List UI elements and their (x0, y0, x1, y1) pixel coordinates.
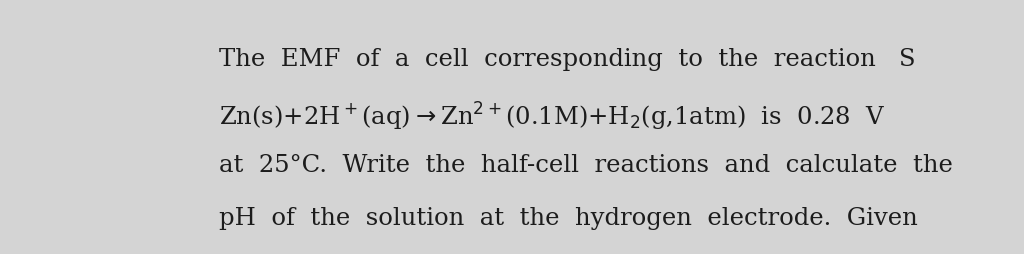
Text: at  25°C.  Write  the  half-cell  reactions  and  calculate  the: at 25°C. Write the half-cell reactions a… (219, 154, 953, 177)
Text: The  EMF  of  a  cell  corresponding  to  the  reaction   S: The EMF of a cell corresponding to the r… (219, 48, 915, 71)
Text: Zn(s)+2H$^+$(aq)$\rightarrow$Zn$^{2+}$(0.1M)+H$_2$(g,1atm)  is  0.28  V: Zn(s)+2H$^+$(aq)$\rightarrow$Zn$^{2+}$(0… (219, 101, 886, 133)
Text: pH  of  the  solution  at  the  hydrogen  electrode.  Given: pH of the solution at the hydrogen elect… (219, 207, 918, 229)
